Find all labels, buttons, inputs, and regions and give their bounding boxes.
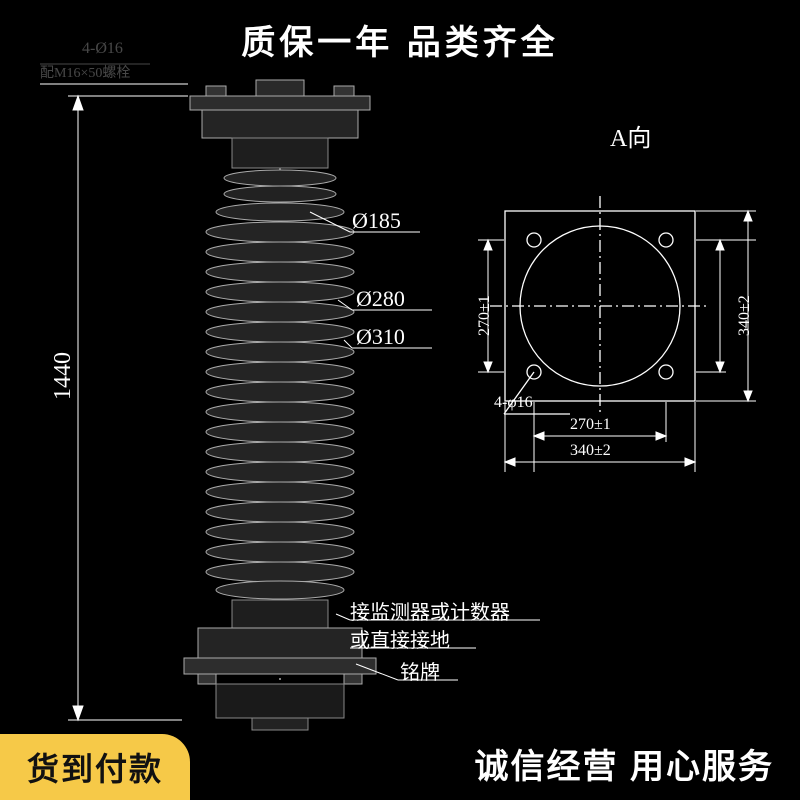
flange-hole-label: 4-φ16: [494, 394, 533, 412]
arrester-fins: [206, 170, 354, 599]
badge-cod: 货到付款: [0, 734, 190, 800]
flange-detail: [490, 196, 710, 416]
flange-dim-outerh: 340±2: [736, 295, 754, 336]
note-nameplate: 铭牌: [400, 656, 440, 685]
label-d185: Ø185: [352, 208, 401, 234]
note-ground: 或直接接地: [350, 624, 450, 653]
header-text: 质保一年 品类齐全: [241, 15, 558, 64]
flange-dim-outerw: 340±2: [570, 442, 611, 460]
dim-label-1440: 1440: [50, 352, 77, 400]
flange-dim-innerh: 270±1: [476, 295, 494, 336]
header-banner: 质保一年 品类齐全: [0, 0, 800, 78]
flange-dim-innerw: 270±1: [570, 416, 611, 434]
label-d310: Ø310: [356, 324, 405, 350]
badge-text: 货到付款: [27, 744, 163, 790]
flange-bottom-dims: [505, 402, 695, 472]
footer-text: 诚信经营 用心服务: [475, 739, 774, 788]
flange-title: A向: [610, 118, 651, 153]
note-monitor: 接监测器或计数器: [350, 596, 510, 625]
label-d280: Ø280: [356, 286, 405, 312]
dim-overall-height: [68, 96, 188, 720]
